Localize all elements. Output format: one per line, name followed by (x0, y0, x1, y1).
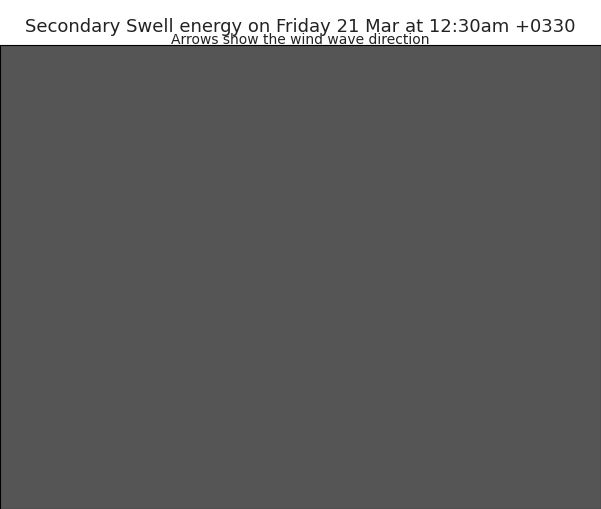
Text: Arrows show the wind wave direction: Arrows show the wind wave direction (171, 33, 430, 47)
Text: Secondary Swell energy on Friday 21 Mar at 12:30am +0330: Secondary Swell energy on Friday 21 Mar … (25, 18, 576, 36)
